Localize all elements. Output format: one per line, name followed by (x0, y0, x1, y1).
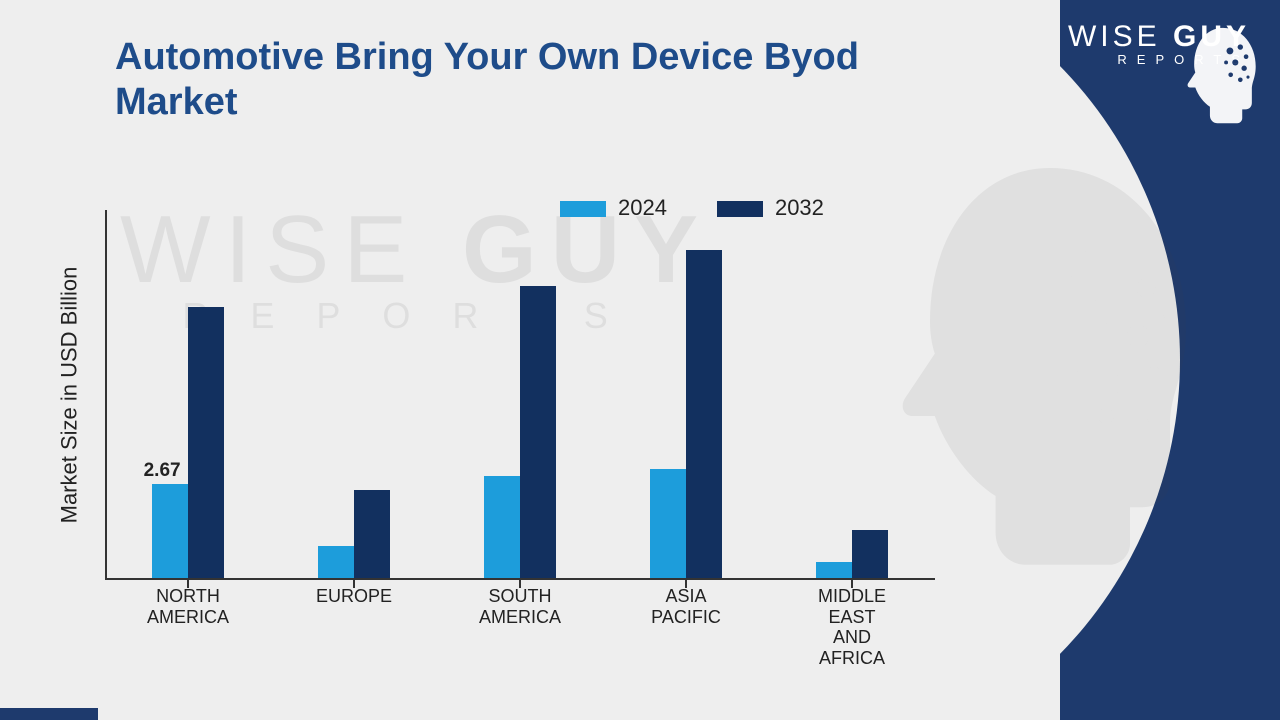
bar-2032 (520, 286, 556, 578)
x-axis-label: EUROPE (271, 586, 437, 669)
y-axis-label-wrap: Market Size in USD Billion (58, 215, 80, 575)
bar-group: 2.67 (105, 210, 271, 580)
bar-2032 (686, 250, 722, 578)
page: WISE GUY REPORTS Automotive Bring Your O… (0, 0, 1280, 720)
bar-2024 (650, 469, 686, 578)
bar-group (769, 210, 935, 580)
x-axis-label: SOUTH AMERICA (437, 586, 603, 669)
bar-2024 (484, 476, 520, 578)
bottom-accent-bar (0, 708, 98, 720)
chart-title: Automotive Bring Your Own Device Byod Ma… (115, 35, 875, 125)
bar-2032 (354, 490, 390, 578)
y-axis-label: Market Size in USD Billion (56, 267, 82, 524)
plot-area: 2.67 (105, 210, 935, 580)
x-axis-label: MIDDLE EAST AND AFRICA (769, 586, 935, 669)
x-axis-label: NORTH AMERICA (105, 586, 271, 669)
bar-2032 (852, 530, 888, 578)
bar-group (603, 210, 769, 580)
x-axis-labels: NORTH AMERICAEUROPESOUTH AMERICAASIA PAC… (105, 586, 935, 669)
bar-2024 (318, 546, 354, 578)
bar-2024 (152, 484, 188, 578)
bar-group (437, 210, 603, 580)
bar-2024 (816, 562, 852, 578)
x-axis-label: ASIA PACIFIC (603, 586, 769, 669)
bar-group (271, 210, 437, 580)
brand-head-icon (1184, 24, 1262, 124)
bar-2032 (188, 307, 224, 578)
bar-groups: 2.67 (105, 210, 935, 580)
bar-value-label: 2.67 (144, 460, 181, 482)
brand-logo: WISE GUY REPORTS (1068, 20, 1250, 67)
